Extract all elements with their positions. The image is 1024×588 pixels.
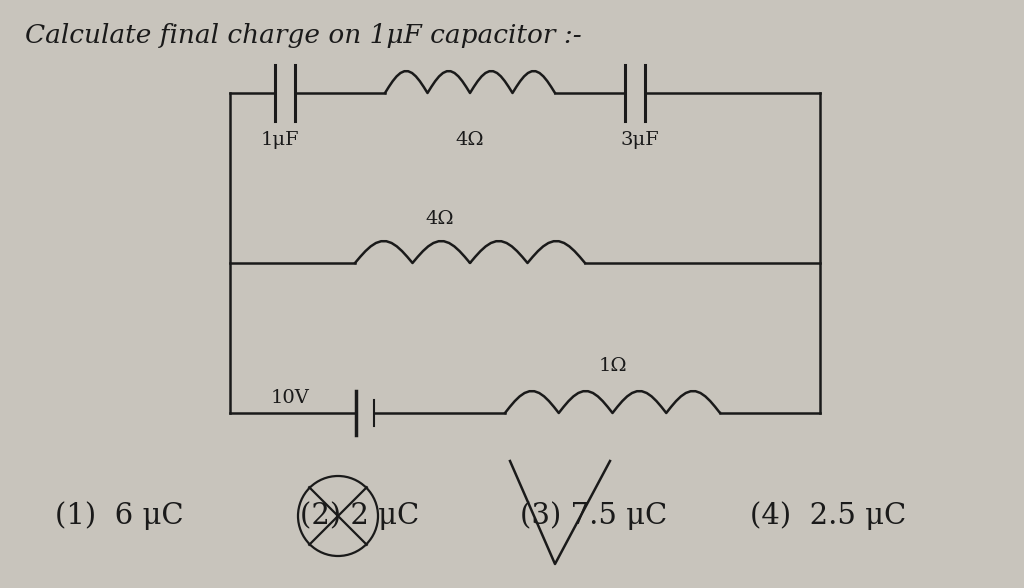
Text: (1)  6 μC: (1) 6 μC	[55, 502, 183, 530]
Text: (3) 7.5 μC: (3) 7.5 μC	[520, 502, 668, 530]
Text: Calculate final charge on 1μF capacitor :-: Calculate final charge on 1μF capacitor …	[25, 23, 582, 48]
Text: (2) 2 μC: (2) 2 μC	[300, 502, 419, 530]
Text: 3μF: 3μF	[621, 131, 659, 149]
Text: 10V: 10V	[271, 389, 310, 407]
Text: 4Ω: 4Ω	[456, 131, 484, 149]
Text: 4Ω: 4Ω	[426, 210, 455, 228]
Text: (4)  2.5 μC: (4) 2.5 μC	[750, 502, 906, 530]
Text: 1Ω: 1Ω	[598, 357, 627, 375]
Text: 1μF: 1μF	[261, 131, 299, 149]
